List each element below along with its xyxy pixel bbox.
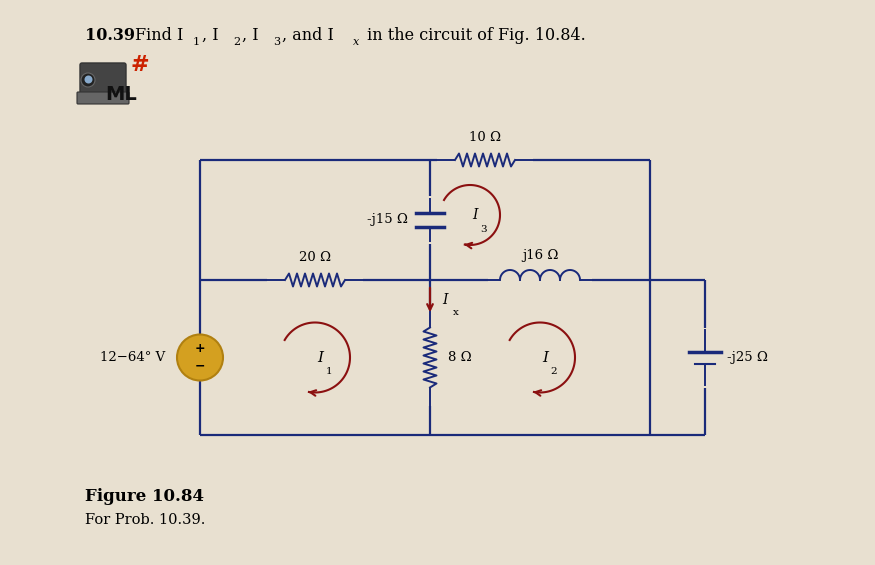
Text: I: I xyxy=(442,293,447,307)
Circle shape xyxy=(85,76,93,84)
Text: , I: , I xyxy=(202,27,219,44)
Circle shape xyxy=(81,73,95,87)
Text: 2: 2 xyxy=(233,37,240,47)
Text: in the circuit of Fig. 10.84.: in the circuit of Fig. 10.84. xyxy=(362,27,585,44)
Text: 2: 2 xyxy=(550,367,557,376)
FancyBboxPatch shape xyxy=(80,63,126,97)
Text: I: I xyxy=(542,350,548,364)
Circle shape xyxy=(177,334,223,380)
Text: Find I: Find I xyxy=(135,27,184,44)
Text: , I: , I xyxy=(242,27,259,44)
Text: -j15 Ω: -j15 Ω xyxy=(368,214,408,227)
Text: 8 Ω: 8 Ω xyxy=(448,351,472,364)
Text: Figure 10.84: Figure 10.84 xyxy=(85,488,204,505)
Text: +: + xyxy=(194,342,206,355)
Text: x: x xyxy=(353,37,360,47)
Text: 10 Ω: 10 Ω xyxy=(469,131,501,144)
Text: 12−64° V: 12−64° V xyxy=(100,351,165,364)
Text: 1: 1 xyxy=(326,367,332,376)
Text: 10.39: 10.39 xyxy=(85,27,135,44)
Text: 3: 3 xyxy=(480,225,487,234)
Text: 3: 3 xyxy=(273,37,280,47)
Text: −: − xyxy=(195,360,206,373)
Text: #: # xyxy=(130,55,149,75)
Text: I: I xyxy=(317,350,323,364)
Text: 1: 1 xyxy=(193,37,200,47)
FancyBboxPatch shape xyxy=(77,92,129,104)
Text: For Prob. 10.39.: For Prob. 10.39. xyxy=(85,513,206,527)
Text: x: x xyxy=(453,308,458,317)
Text: j16 Ω: j16 Ω xyxy=(522,249,558,262)
Text: I: I xyxy=(473,208,478,222)
Text: , and I: , and I xyxy=(282,27,334,44)
Text: -j25 Ω: -j25 Ω xyxy=(727,351,768,364)
Text: 20 Ω: 20 Ω xyxy=(299,251,331,264)
Text: ML: ML xyxy=(105,85,136,104)
